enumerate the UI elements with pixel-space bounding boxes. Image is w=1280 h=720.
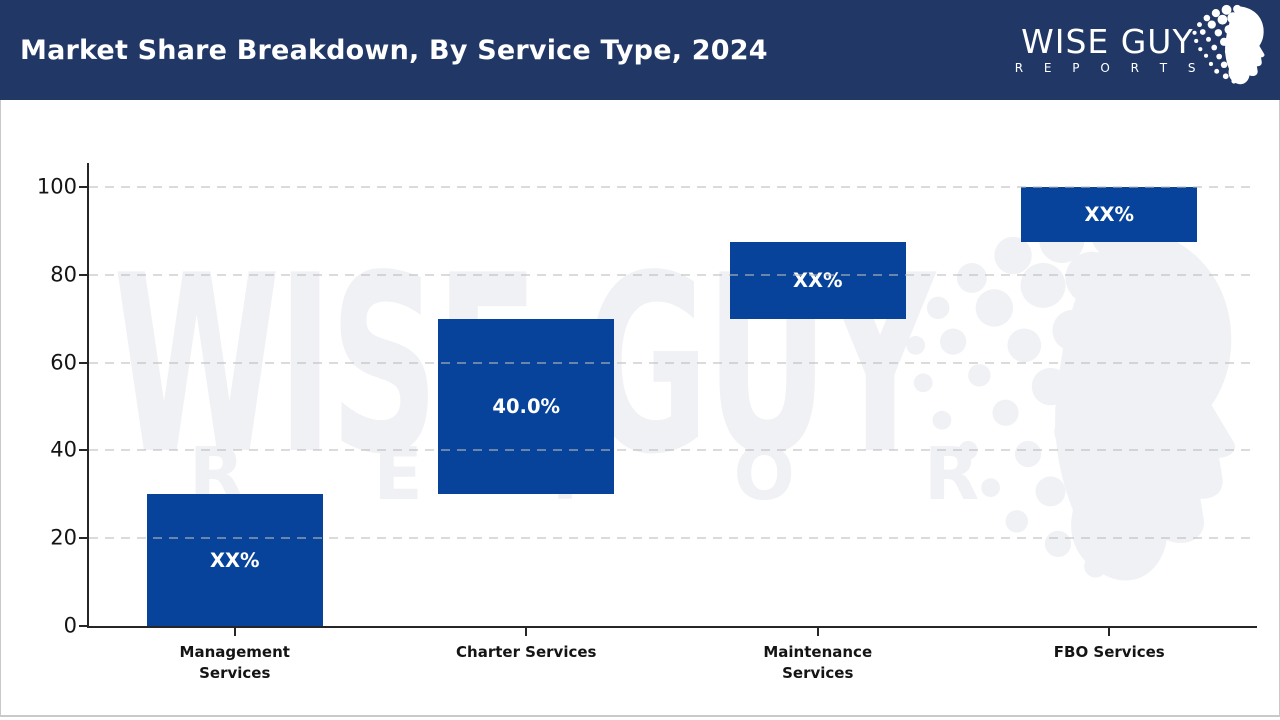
x-axis-line [87, 626, 1257, 628]
wiseguy-logo: WISE GUY R E P O R T S [1011, 4, 1270, 96]
x-axis-label-maintenance-services: Maintenance Services [763, 643, 873, 682]
y-tick-100 [79, 185, 87, 188]
gridline-100 [89, 185, 1255, 188]
y-tick-label-40: 40 [50, 437, 77, 462]
bar-management-services: XX% [146, 494, 323, 626]
watermark-head-icon [906, 218, 1236, 581]
gridline-20 [89, 537, 1255, 540]
x-axis-label-management-services: Management Services [179, 643, 290, 682]
y-tick-label-60: 60 [50, 350, 77, 375]
y-tick-label-0: 0 [63, 613, 77, 638]
bar-fbo-services: XX% [1021, 186, 1198, 242]
y-tick-label-80: 80 [50, 262, 77, 287]
gridline-60 [89, 361, 1255, 364]
y-tick-60 [79, 361, 87, 364]
y-tick-label-20: 20 [50, 525, 77, 550]
y-tick-40 [79, 449, 87, 452]
x-axis-label-fbo-services: FBO Services [1053, 643, 1165, 661]
wiseguy-logo-text: WISE GUY R E P O R T S [1011, 25, 1204, 75]
x-tick-management-services [233, 628, 236, 636]
x-tick-fbo-services [1108, 628, 1111, 636]
y-tick-0 [79, 625, 87, 627]
gridline-40 [89, 449, 1255, 452]
bar-label-fbo-services: XX% [1084, 202, 1135, 226]
header: Market Share Breakdown, By Service Type,… [0, 0, 1280, 100]
bar-label-charter-services: 40.0% [492, 394, 561, 418]
bar-label-management-services: XX% [209, 548, 260, 572]
gridline-80 [89, 273, 1255, 276]
bar-charter-services: 40.0% [438, 318, 615, 495]
y-axis-line [87, 163, 89, 628]
logo-wordmark: WISE GUY [1021, 22, 1194, 62]
bar-maintenance-services: XX% [729, 241, 906, 319]
logo-subtitle: R E P O R T S [1014, 60, 1204, 75]
y-tick-20 [79, 537, 87, 540]
y-tick-label-100: 100 [36, 174, 77, 199]
page-title: Market Share Breakdown, By Service Type,… [20, 34, 768, 66]
x-tick-maintenance-services [816, 628, 819, 636]
y-tick-80 [79, 273, 87, 276]
x-tick-charter-services [525, 628, 528, 636]
x-axis-label-charter-services: Charter Services [456, 643, 597, 661]
plot-area: XX% 40.0% XX% XX% [89, 165, 1255, 626]
bar-label-maintenance-services: XX% [792, 268, 843, 292]
